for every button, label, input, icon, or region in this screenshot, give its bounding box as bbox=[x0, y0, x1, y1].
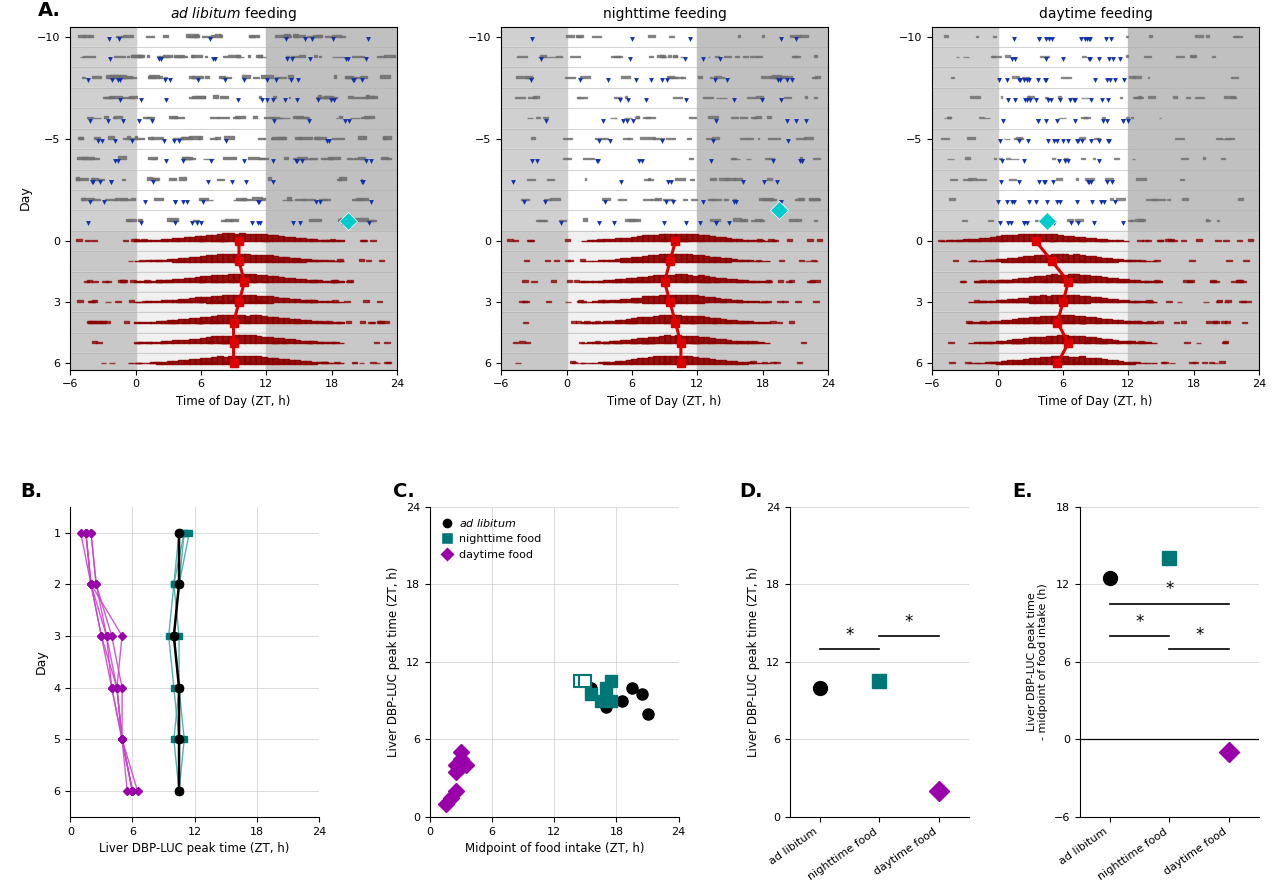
Y-axis label: Liver DBP-LUC peak time
- midpoint of food intake (h): Liver DBP-LUC peak time - midpoint of fo… bbox=[1026, 583, 1048, 741]
Y-axis label: Liver DBP-LUC peak time (ZT, h): Liver DBP-LUC peak time (ZT, h) bbox=[748, 567, 760, 757]
Title: nighttime feeding: nighttime feeding bbox=[603, 7, 726, 21]
Text: B.: B. bbox=[20, 481, 42, 501]
Y-axis label: Day: Day bbox=[35, 649, 47, 674]
X-axis label: Time of Day (ZT, h): Time of Day (ZT, h) bbox=[1039, 395, 1153, 408]
Text: A.: A. bbox=[37, 1, 60, 20]
Y-axis label: Day: Day bbox=[19, 186, 32, 210]
Text: *: * bbox=[1195, 626, 1204, 644]
X-axis label: Time of Day (ZT, h): Time of Day (ZT, h) bbox=[607, 395, 722, 408]
Text: C.: C. bbox=[392, 481, 414, 501]
Legend: $\it{ad\ libitum}$, nighttime food, daytime food: $\it{ad\ libitum}$, nighttime food, dayt… bbox=[436, 512, 546, 564]
X-axis label: Time of Day (ZT, h): Time of Day (ZT, h) bbox=[176, 395, 290, 408]
Text: *: * bbox=[1135, 613, 1144, 630]
Title: $\it{ad\ libitum}$ feeding: $\it{ad\ libitum}$ feeding bbox=[170, 5, 298, 23]
Text: D.: D. bbox=[740, 481, 763, 501]
Text: E.: E. bbox=[1012, 481, 1033, 501]
Text: *: * bbox=[905, 613, 914, 630]
Text: *: * bbox=[845, 626, 854, 644]
Y-axis label: Liver DBP-LUC peak time (ZT, h): Liver DBP-LUC peak time (ZT, h) bbox=[387, 567, 400, 757]
Text: *: * bbox=[1166, 581, 1173, 599]
X-axis label: Midpoint of food intake (ZT, h): Midpoint of food intake (ZT, h) bbox=[464, 842, 644, 855]
Title: daytime feeding: daytime feeding bbox=[1039, 7, 1153, 21]
X-axis label: Liver DBP-LUC peak time (ZT, h): Liver DBP-LUC peak time (ZT, h) bbox=[100, 842, 290, 855]
